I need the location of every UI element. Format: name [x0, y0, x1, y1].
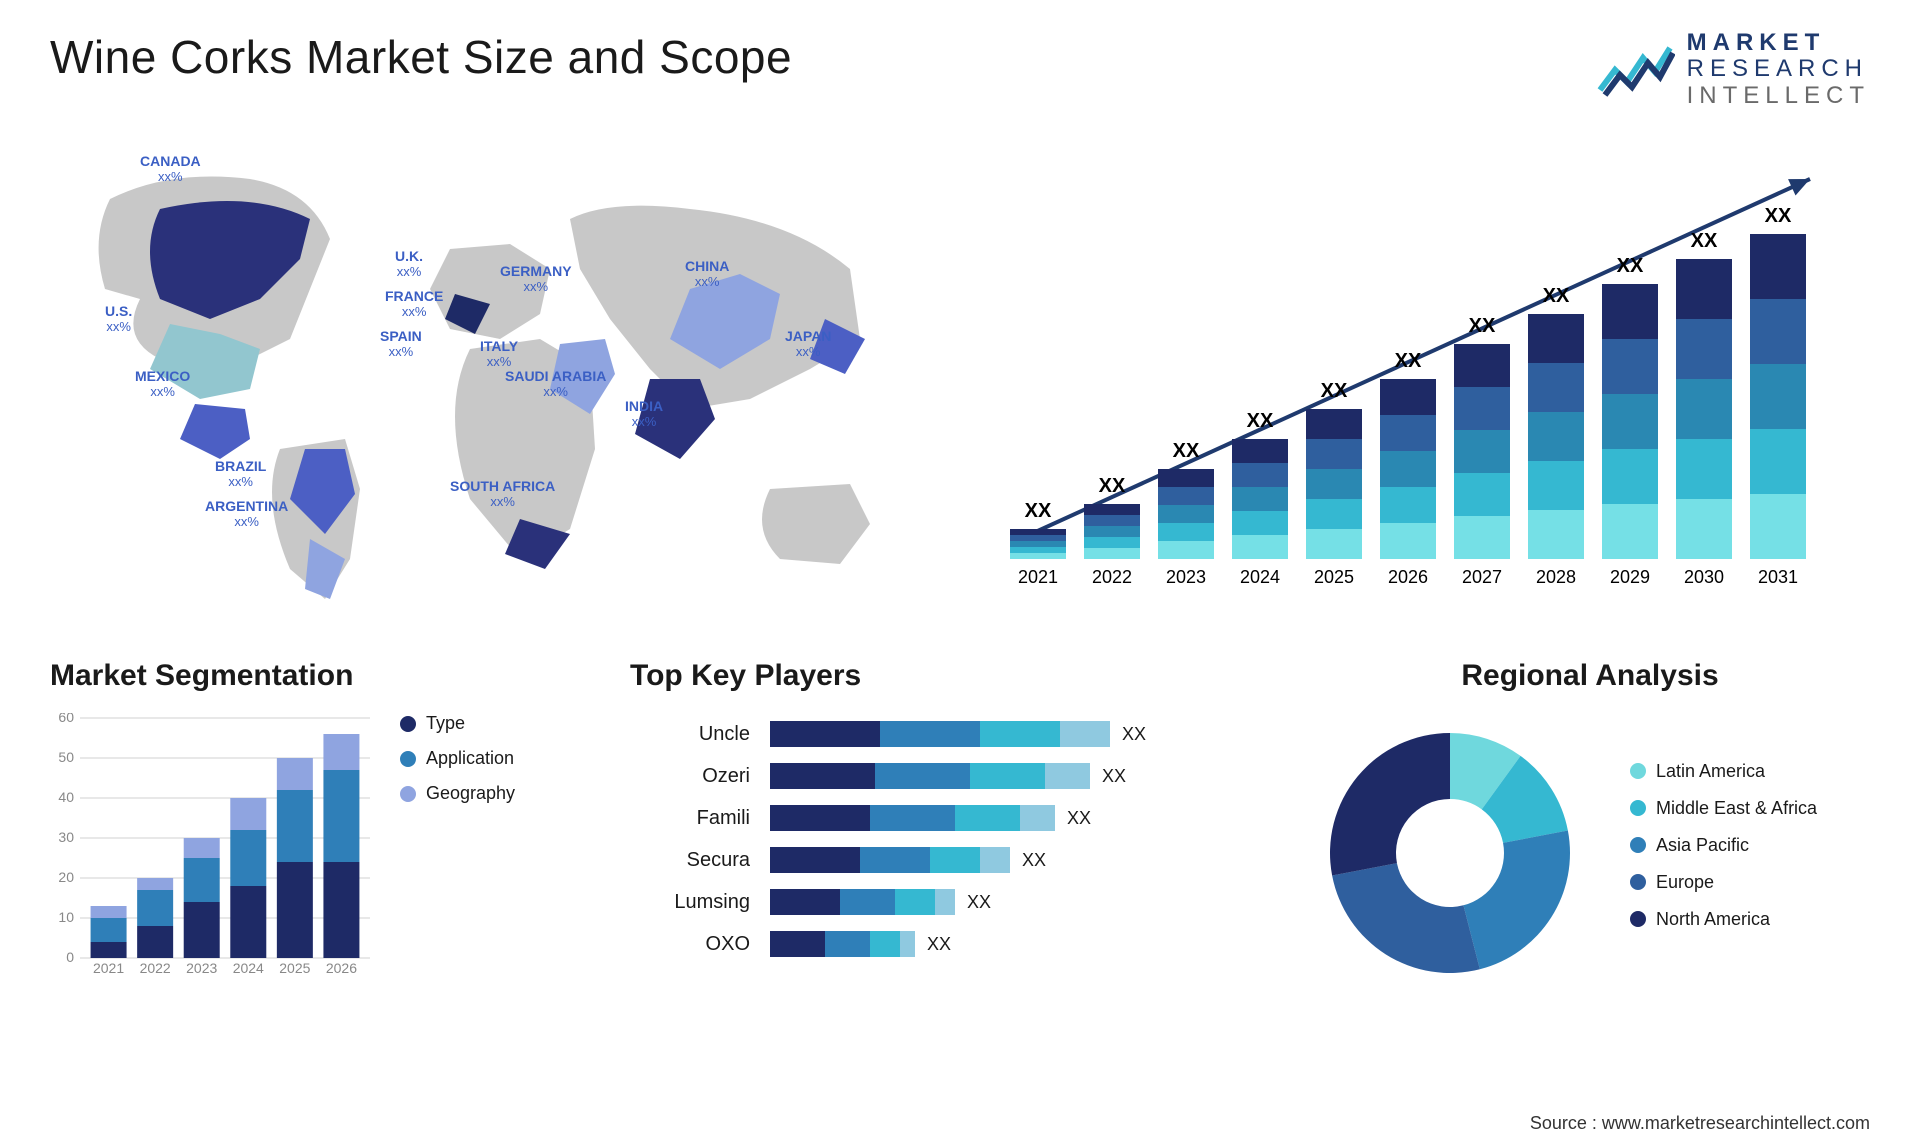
logo-text-2: RESEARCH: [1687, 56, 1870, 82]
legend-item: Europe: [1630, 872, 1817, 893]
page-title: Wine Corks Market Size and Scope: [50, 30, 792, 84]
world-map-panel: CANADAxx% U.S.xx% MEXICOxx% BRAZILxx% ARGENT…: [50, 139, 950, 619]
map-label: INDIAxx%: [625, 399, 663, 429]
player-label: Famili: [630, 797, 750, 839]
svg-text:2025: 2025: [1314, 567, 1354, 587]
svg-text:2022: 2022: [140, 960, 171, 976]
segmentation-legend: Type Application Geography: [400, 713, 515, 993]
legend-item: North America: [1630, 909, 1817, 930]
legend-item: Type: [400, 713, 515, 734]
svg-text:0: 0: [66, 949, 74, 965]
svg-text:2023: 2023: [1166, 567, 1206, 587]
svg-text:2024: 2024: [1240, 567, 1280, 587]
player-value: XX: [1022, 850, 1046, 871]
map-label: BRAZILxx%: [215, 459, 266, 489]
svg-text:2023: 2023: [186, 960, 217, 976]
regional-panel: Regional Analysis Latin America Middle Ea…: [1310, 659, 1870, 993]
key-players-title: Top Key Players: [630, 659, 1270, 693]
svg-text:XX: XX: [1025, 500, 1052, 522]
legend-item: Latin America: [1630, 761, 1817, 782]
logo-text-1: MARKET: [1687, 30, 1870, 56]
map-label: ARGENTINAxx%: [205, 499, 288, 529]
legend-item: Application: [400, 748, 515, 769]
svg-text:XX: XX: [1765, 205, 1792, 227]
svg-text:2028: 2028: [1536, 567, 1576, 587]
svg-text:2025: 2025: [279, 960, 310, 976]
key-players-bars: XX XX XX XX XX XX: [770, 713, 1270, 965]
svg-text:XX: XX: [1395, 350, 1422, 372]
player-value: XX: [927, 934, 951, 955]
svg-text:XX: XX: [1099, 475, 1126, 497]
player-bar-row: XX: [770, 881, 1270, 923]
svg-text:2026: 2026: [1388, 567, 1428, 587]
svg-text:XX: XX: [1617, 255, 1644, 277]
regional-legend: Latin America Middle East & Africa Asia Pa…: [1630, 761, 1817, 946]
player-bar-row: XX: [770, 713, 1270, 755]
segmentation-title: Market Segmentation: [50, 659, 590, 693]
map-label: SPAINxx%: [380, 329, 422, 359]
player-value: XX: [1122, 724, 1146, 745]
svg-text:XX: XX: [1691, 230, 1718, 252]
legend-item: Asia Pacific: [1630, 835, 1817, 856]
legend-item: Geography: [400, 783, 515, 804]
player-bar-row: XX: [770, 797, 1270, 839]
player-value: XX: [1102, 766, 1126, 787]
svg-text:30: 30: [58, 829, 74, 845]
map-label: CANADAxx%: [140, 154, 201, 184]
growth-chart-panel: XX 2021 XX 2022 XX 2023 XX 2024 XX 2025 XX 2026 XX 20…: [990, 139, 1870, 619]
svg-text:XX: XX: [1173, 440, 1200, 462]
player-label: Uncle: [630, 713, 750, 755]
map-label: U.K.xx%: [395, 249, 423, 279]
player-label: Lumsing: [630, 881, 750, 923]
map-label: MEXICOxx%: [135, 369, 190, 399]
logo-text-3: INTELLECT: [1687, 83, 1870, 109]
regional-donut-chart: [1310, 713, 1590, 993]
segmentation-panel: Market Segmentation 0 10 20 30 40 50 60 2021 202…: [50, 659, 590, 993]
svg-text:XX: XX: [1321, 380, 1348, 402]
map-label: SAUDI ARABIAxx%: [505, 369, 606, 399]
map-label: SOUTH AFRICAxx%: [450, 479, 555, 509]
svg-text:20: 20: [58, 869, 74, 885]
svg-text:2026: 2026: [326, 960, 357, 976]
svg-text:2031: 2031: [1758, 567, 1798, 587]
logo: MARKET RESEARCH INTELLECT: [1595, 30, 1870, 109]
svg-text:10: 10: [58, 909, 74, 925]
map-label: GERMANYxx%: [500, 264, 572, 294]
svg-text:40: 40: [58, 789, 74, 805]
regional-title: Regional Analysis: [1310, 659, 1870, 693]
player-value: XX: [967, 892, 991, 913]
svg-text:50: 50: [58, 749, 74, 765]
player-bar-row: XX: [770, 923, 1270, 965]
key-players-panel: Top Key Players UncleOzeriFamiliSecuraLu…: [630, 659, 1270, 993]
player-value: XX: [1067, 808, 1091, 829]
svg-text:60: 60: [58, 713, 74, 725]
svg-text:2024: 2024: [233, 960, 264, 976]
player-label: OXO: [630, 923, 750, 965]
map-label: FRANCExx%: [385, 289, 443, 319]
map-label: CHINAxx%: [685, 259, 729, 289]
svg-text:2021: 2021: [93, 960, 124, 976]
source-text: Source : www.marketresearchintellect.com: [1530, 1113, 1870, 1134]
map-label: ITALYxx%: [480, 339, 518, 369]
svg-text:2030: 2030: [1684, 567, 1724, 587]
logo-icon: [1595, 40, 1675, 100]
svg-text:2021: 2021: [1018, 567, 1058, 587]
svg-text:XX: XX: [1247, 410, 1274, 432]
svg-text:XX: XX: [1543, 285, 1570, 307]
player-bar-row: XX: [770, 755, 1270, 797]
legend-item: Middle East & Africa: [1630, 798, 1817, 819]
map-label: JAPANxx%: [785, 329, 831, 359]
svg-text:2022: 2022: [1092, 567, 1132, 587]
player-label: Secura: [630, 839, 750, 881]
segmentation-chart: 0 10 20 30 40 50 60 2021 2022 2023 2024 2025 2026: [50, 713, 370, 993]
svg-text:2029: 2029: [1610, 567, 1650, 587]
player-label: Ozeri: [630, 755, 750, 797]
svg-text:2027: 2027: [1462, 567, 1502, 587]
map-label: U.S.xx%: [105, 304, 132, 334]
player-bar-row: XX: [770, 839, 1270, 881]
svg-text:XX: XX: [1469, 315, 1496, 337]
key-players-labels: UncleOzeriFamiliSecuraLumsingOXO: [630, 713, 750, 965]
growth-bar-chart: XX 2021 XX 2022 XX 2023 XX 2024 XX 2025 XX 2026 XX 20…: [990, 139, 1850, 619]
